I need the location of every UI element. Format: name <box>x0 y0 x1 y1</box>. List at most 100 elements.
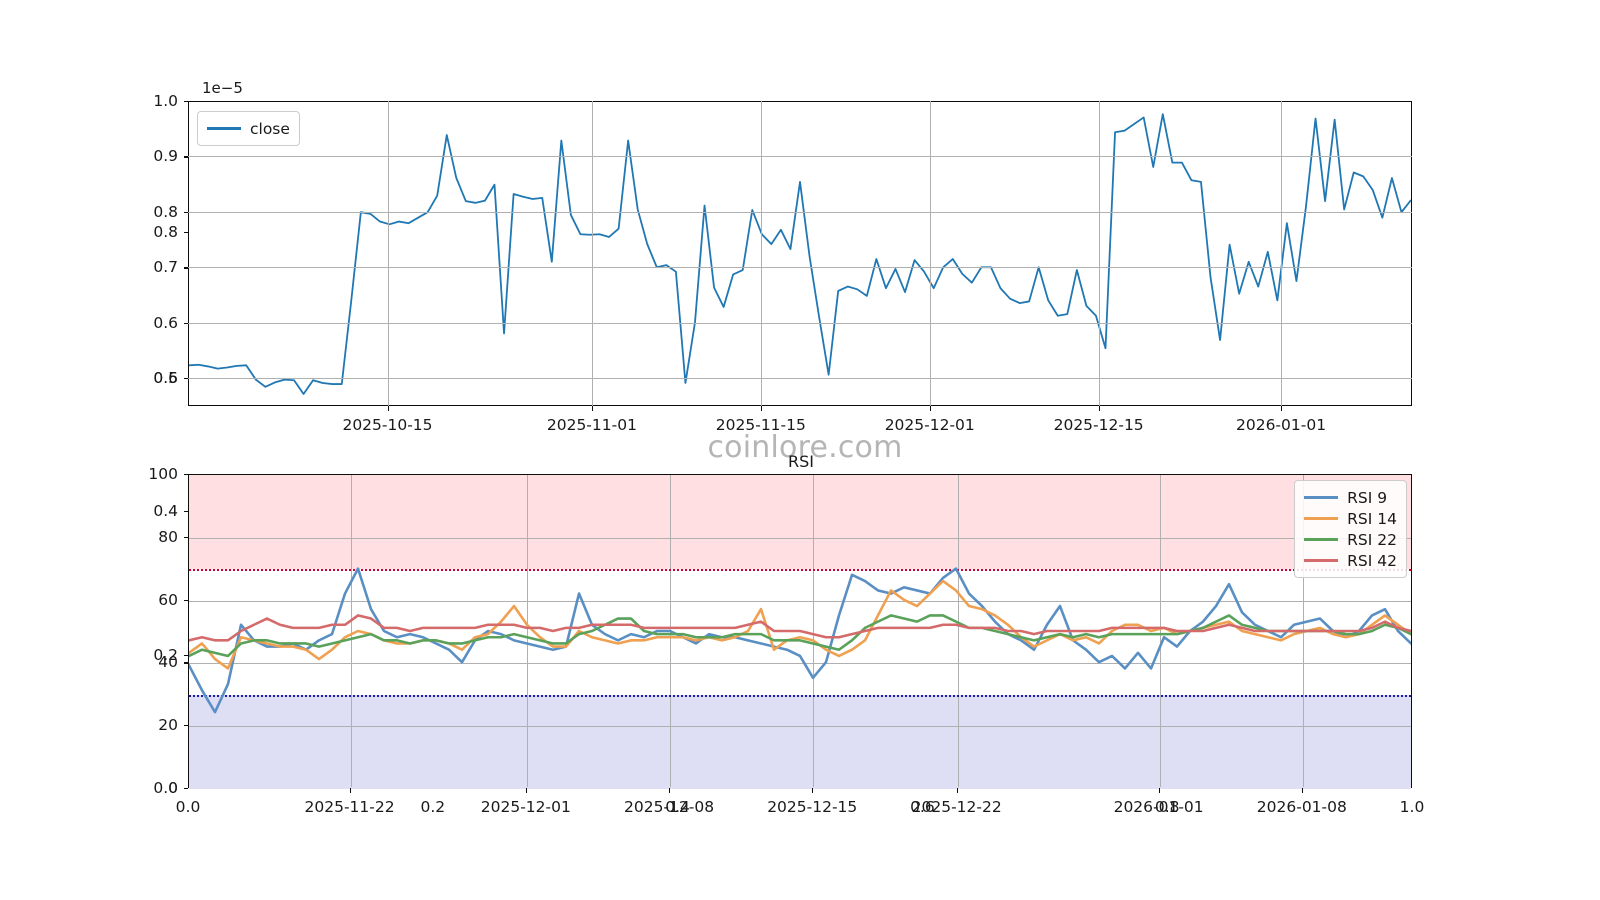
price-chart-panel: 1e−5 close <box>188 79 1412 406</box>
price-y-tickmark <box>183 322 188 324</box>
rsi-y-tick-label-secondary: 0.0 <box>153 779 178 797</box>
price-gridline <box>188 211 1412 213</box>
rsi-y-tickmark-secondary <box>183 655 188 657</box>
rsi-panel-title: RSI <box>788 452 814 471</box>
price-y-tick-label-secondary: 0.8 <box>153 223 178 241</box>
rsi-y-tickmark <box>183 599 188 601</box>
rsi-y-tickmark <box>183 662 188 664</box>
price-gridline <box>188 267 1412 269</box>
price-legend-item: close <box>207 118 290 139</box>
rsi-legend-label: RSI 42 <box>1347 551 1397 570</box>
price-x-gridline <box>760 101 762 406</box>
rsi-y-tickmark-secondary <box>183 511 188 513</box>
rsi-y-tick-label: 80 <box>158 527 178 546</box>
rsi-x-tickmark <box>669 788 671 793</box>
rsi-y-tick-label: 40 <box>158 653 178 672</box>
rsi-x-tickmark <box>812 788 814 793</box>
price-x-tickmark <box>1281 406 1283 411</box>
rsi-x-tick-label-numeric: 1.0 <box>1399 798 1425 816</box>
rsi-y-tick-label: 60 <box>158 590 178 609</box>
price-y-tick-label: 0.5 <box>153 369 178 388</box>
rsi-shaded-band <box>189 694 1411 789</box>
price-x-gridline <box>591 101 593 406</box>
rsi-axes-frame <box>188 474 1412 789</box>
rsi-x-gridline <box>957 475 959 787</box>
rsi-x-tick-label-numeric: 0.2 <box>420 798 446 816</box>
price-x-gridline <box>1098 101 1100 406</box>
price-legend-label: close <box>250 119 290 138</box>
rsi-gridline <box>189 663 1411 665</box>
rsi-legend-swatch <box>1304 517 1339 520</box>
price-x-gridline <box>387 101 389 406</box>
rsi-x-tickmark <box>1158 788 1160 793</box>
price-y-tick-label: 0.6 <box>153 313 178 332</box>
rsi-x-gridline <box>350 475 352 787</box>
rsi-gridline <box>189 600 1411 602</box>
watermark: coinlore.com <box>707 430 903 465</box>
price-x-gridline <box>1281 101 1283 406</box>
price-legend-swatch <box>207 127 241 130</box>
rsi-legend-item: RSI 9 <box>1304 487 1397 508</box>
rsi-x-tick-label: 2025-12-01 <box>480 798 571 816</box>
rsi-gridline <box>189 537 1411 539</box>
rsi-y-tick-label: 100 <box>148 465 178 483</box>
price-x-tick-label: 2025-10-15 <box>342 416 433 434</box>
rsi-y-tickmark <box>183 725 188 727</box>
rsi-x-tick-label: 2026-01-08 <box>1256 798 1347 816</box>
rsi-x-tick-label: 2025-12-08 <box>623 798 715 816</box>
price-legend: close <box>197 111 300 146</box>
price-y-tickmark-secondary <box>183 378 188 380</box>
rsi-legend-item: RSI 22 <box>1304 529 1397 550</box>
rsi-threshold-line <box>189 569 1411 572</box>
rsi-legend-label: RSI 9 <box>1347 488 1388 507</box>
rsi-x-gridline <box>813 475 815 787</box>
price-y-tick-label: 0.9 <box>153 147 178 166</box>
rsi-x-tick-label-numeric: 0.6 <box>910 798 935 816</box>
rsi-y-tickmark <box>183 474 188 476</box>
price-gridline <box>188 322 1412 324</box>
rsi-y-tick-label: 20 <box>158 716 178 735</box>
price-gridline <box>188 378 1412 380</box>
rsi-y-tick-label: 0 <box>168 779 178 797</box>
rsi-legend-swatch <box>1304 559 1339 562</box>
rsi-x-gridline <box>1159 475 1161 787</box>
rsi-x-tickmark <box>349 788 351 793</box>
rsi-y-tickmark <box>183 536 188 538</box>
price-line-close <box>189 114 1411 394</box>
rsi-threshold-line <box>189 694 1411 697</box>
price-y-tickmark <box>183 156 188 158</box>
rsi-x-tick-label: 2025-12-15 <box>767 798 858 816</box>
price-y-tick-label-secondary: 0.6 <box>153 369 178 387</box>
price-axis-offset-text: 1e−5 <box>202 79 243 97</box>
rsi-legend-label: RSI 14 <box>1347 509 1397 528</box>
price-y-tickmark-secondary <box>183 232 188 234</box>
rsi-line-rsi-9 <box>189 569 1411 713</box>
price-axes-frame <box>188 101 1412 406</box>
price-gridline <box>188 156 1412 158</box>
price-y-tick-label: 0.8 <box>153 202 178 221</box>
rsi-legend-item: RSI 42 <box>1304 550 1397 571</box>
rsi-shaded-band <box>189 475 1411 570</box>
price-x-tickmark <box>1098 406 1100 411</box>
price-x-tickmark <box>760 406 763 411</box>
price-x-tick-label: 2025-12-15 <box>1053 416 1144 434</box>
rsi-x-tickmark <box>1301 788 1304 793</box>
price-y-tick-label: 1.0 <box>153 92 178 110</box>
rsi-x-tick-label-numeric: 0.8 <box>1154 798 1180 816</box>
price-y-tickmark <box>183 211 188 214</box>
rsi-legend-item: RSI 14 <box>1304 508 1397 529</box>
rsi-line-rsi-42 <box>189 615 1411 640</box>
price-x-tick-label: 2026-01-01 <box>1235 416 1327 434</box>
rsi-legend-swatch <box>1304 496 1339 499</box>
rsi-y-tick-label-secondary: 0.2 <box>153 646 178 664</box>
rsi-y-tick-label-secondary: 0.4 <box>153 502 178 520</box>
rsi-x-tick-label: 2025-11-22 <box>304 798 395 816</box>
rsi-x-gridline <box>526 475 528 787</box>
rsi-legend-swatch <box>1304 538 1339 541</box>
price-x-tickmark <box>387 406 389 411</box>
rsi-y-tickmark-secondary <box>183 788 188 790</box>
rsi-x-tick-label: 2025-12-22 <box>911 798 1002 816</box>
rsi-legend: RSI 9 RSI 14 RSI 22 RSI 42 <box>1294 480 1407 578</box>
rsi-x-tick-label-numeric: 0.4 <box>665 798 690 816</box>
rsi-series-svg <box>189 475 1411 787</box>
